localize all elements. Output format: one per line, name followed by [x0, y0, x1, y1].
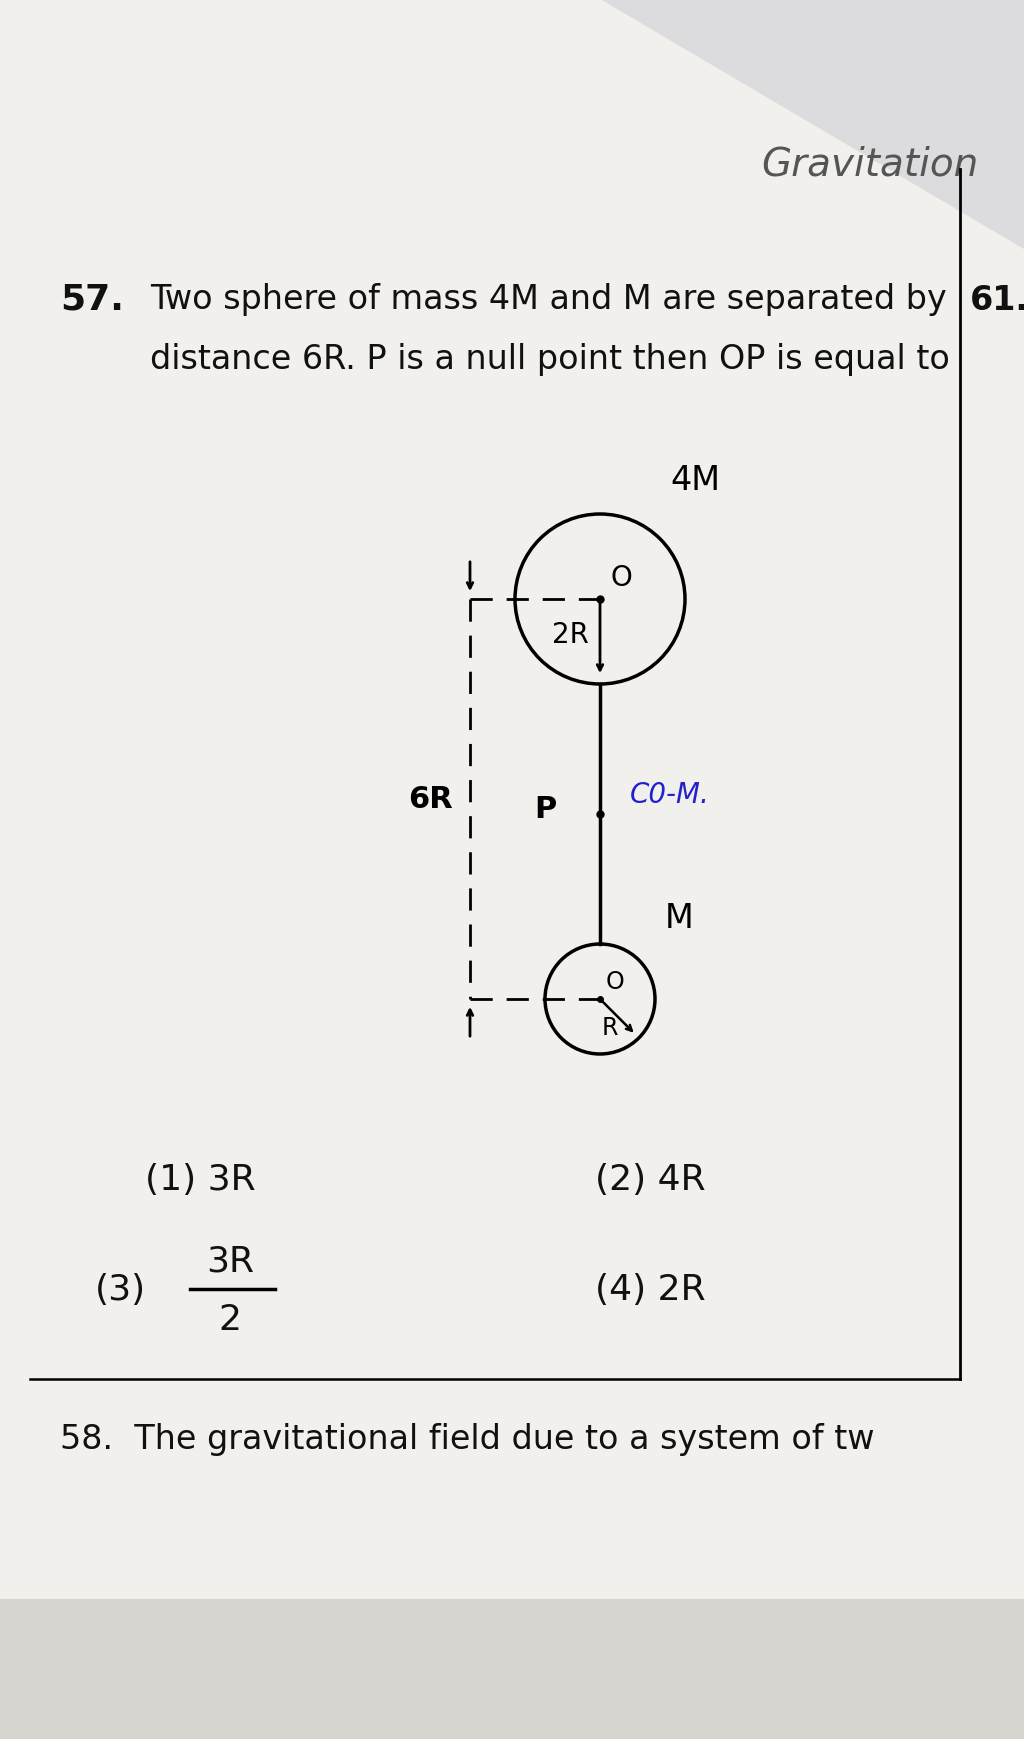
Bar [0, 1600, 1024, 1739]
Text: (4) 2R: (4) 2R [595, 1273, 706, 1306]
Text: distance 6R. P is a null point then OP is equal to: distance 6R. P is a null point then OP i… [150, 343, 950, 376]
Text: 4M: 4M [670, 464, 720, 497]
Text: (1) 3R: (1) 3R [144, 1162, 255, 1196]
Text: 58.  The gravitational field due to a system of tw: 58. The gravitational field due to a sys… [60, 1423, 874, 1456]
Text: R: R [602, 1016, 618, 1040]
Text: Gravitation: Gravitation [762, 146, 979, 184]
Text: 61.: 61. [970, 283, 1024, 316]
Text: 6R: 6R [408, 784, 453, 814]
Text: P: P [534, 795, 556, 824]
Text: C0-M.: C0-M. [630, 781, 710, 809]
Bar [700, 0, 1024, 200]
Text: O: O [610, 563, 632, 591]
Text: 2: 2 [218, 1303, 242, 1336]
Text: 3R: 3R [206, 1245, 254, 1278]
Text: M: M [665, 901, 693, 934]
Polygon shape [600, 0, 1024, 250]
Text: (2) 4R: (2) 4R [595, 1162, 706, 1196]
Polygon shape [380, 0, 1024, 219]
Text: 57.: 57. [60, 283, 124, 316]
Text: 2R: 2R [552, 621, 589, 649]
Text: (3): (3) [94, 1273, 145, 1306]
Text: Two sphere of mass 4M and M are separated by: Two sphere of mass 4M and M are separate… [150, 283, 947, 316]
Text: O: O [606, 969, 625, 993]
